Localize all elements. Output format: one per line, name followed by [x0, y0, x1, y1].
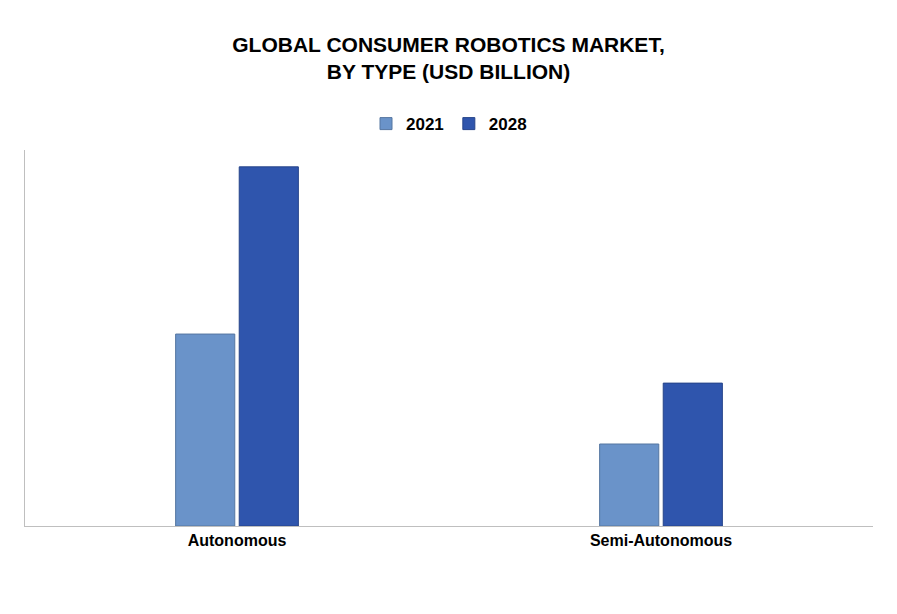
svg-text:2028: 2028 [489, 115, 527, 134]
svg-text:Semi-Autonomous: Semi-Autonomous [590, 532, 732, 549]
svg-text:2021: 2021 [406, 115, 444, 134]
svg-text:GLOBAL CONSUMER ROBOTICS MARKE: GLOBAL CONSUMER ROBOTICS MARKET,BY TYPE … [232, 33, 664, 83]
svg-text:Autonomous: Autonomous [188, 532, 287, 549]
